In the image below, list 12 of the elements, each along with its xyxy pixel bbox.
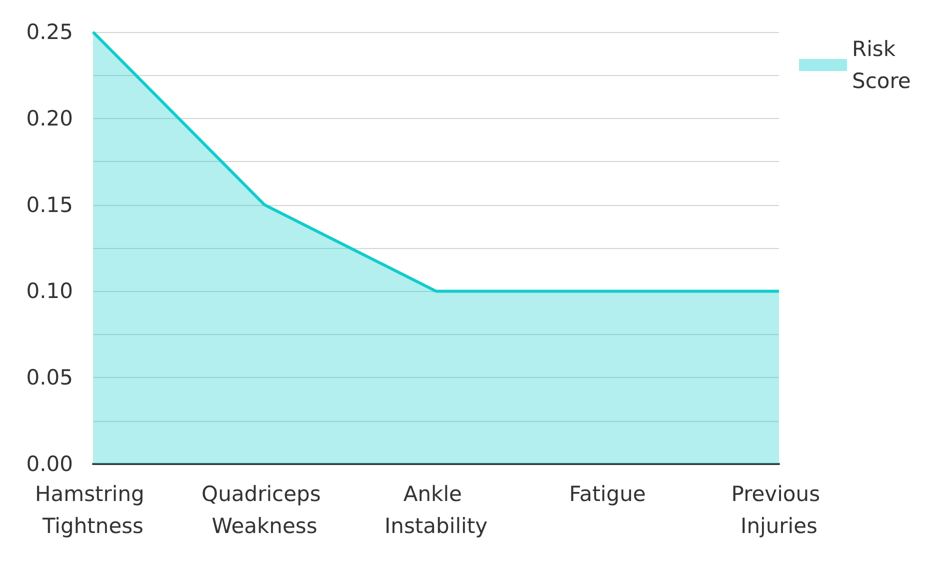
y-tick-label: 0.00 [26, 452, 73, 476]
y-tick-label: 0.10 [26, 279, 73, 304]
x-tick-label: Previous Injuries [731, 482, 827, 538]
y-tick-label: 0.15 [26, 192, 73, 217]
y-tick-label: 0.05 [26, 366, 73, 390]
x-tick-label: Ankle Instability [384, 482, 488, 538]
y-tick-label: 0.25 [26, 20, 73, 44]
legend-label: Risk Score [852, 37, 911, 93]
x-tick-label: Quadriceps Weakness [202, 482, 328, 538]
x-tick-label: Hamstring Tightness [34, 482, 152, 538]
x-tick-label: Fatigue [569, 482, 646, 506]
y-tick-label: 0.20 [26, 106, 73, 130]
